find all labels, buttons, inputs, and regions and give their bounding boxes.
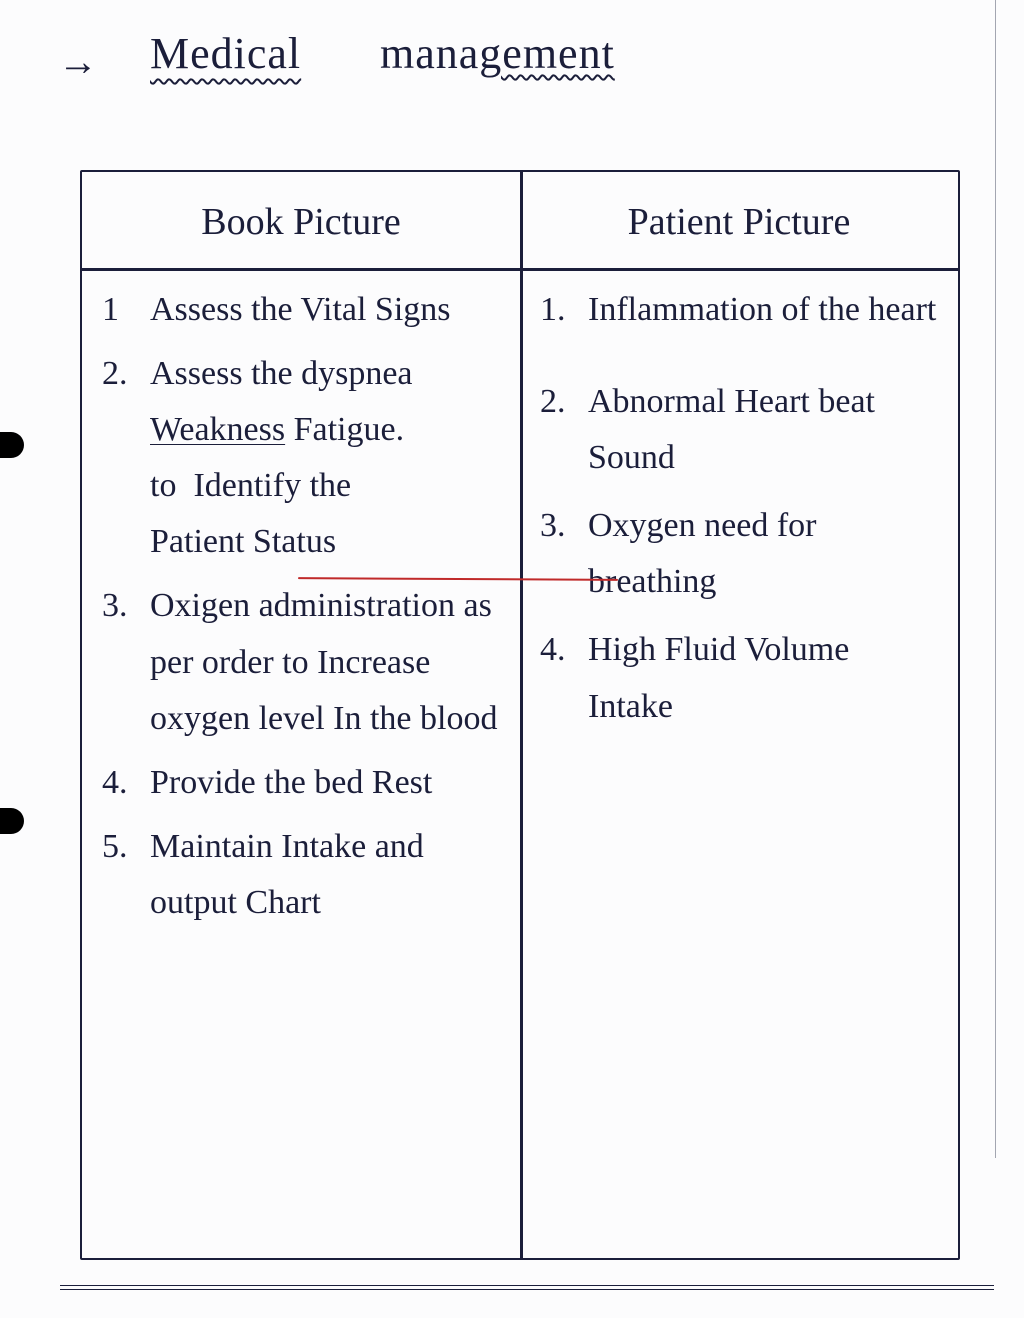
item-number: 5. [102,819,136,931]
item-text: Maintain Intake and output Chart [150,819,500,931]
table-body-right: 1. Inflammation of the heart 2. Abnormal… [520,268,958,1258]
item-number: 2. [540,374,574,486]
spacer [540,346,938,374]
page: → Medical management management Book Pic… [0,0,1024,1318]
heading-word-2-wavy: gement [479,29,615,78]
item-text: Inflammation of the heart [588,282,938,338]
item-text: Assess the dyspnea Weakness Fatigue. to … [150,346,500,570]
item-text: Assess the Vital Signs [150,282,500,338]
page-bottom-rule [60,1289,994,1291]
item-number: 1 [102,282,136,338]
heading-word-1-text: Medical [150,29,301,78]
item-text: Oxygen need for breathing [588,498,938,610]
heading-word-2-plain: mana [380,29,479,78]
right-margin-rule [995,0,997,1158]
table-body-left: 1 Assess the Vital Signs 2. Assess the d… [82,268,520,1258]
item-text: Provide the bed Rest [150,755,500,811]
list-item: 2. Abnormal Heart beat Sound [540,374,938,486]
item-number: 4. [540,622,574,734]
list-item: 4. High Fluid Volume Intake [540,622,938,734]
list-item: 4. Provide the bed Rest [102,755,500,811]
comparison-table: Book Picture Patient Picture 1 Assess th… [80,170,960,1260]
binder-hole-icon [0,808,24,834]
heading-word-1: Medical [150,28,301,79]
list-item: 5. Maintain Intake and output Chart [102,819,500,931]
item-number: 1. [540,282,574,338]
binder-hole-icon [0,432,24,458]
list-item: 2. Assess the dyspnea Weakness Fatigue. … [102,346,500,570]
item-number: 2. [102,346,136,570]
list-item: 1 Assess the Vital Signs [102,282,500,338]
item-text: Abnormal Heart beat Sound [588,374,938,486]
item-text: Oxigen administration as per order to In… [150,578,500,746]
list-item: 3. Oxygen need for breathing [540,498,938,610]
page-bottom-rule [60,1285,994,1287]
list-item: 1. Inflammation of the heart [540,282,938,338]
item-text: High Fluid Volume Intake [588,622,938,734]
list-item: 3. Oxigen administration as per order to… [102,578,500,746]
heading-word-2: management [380,28,615,79]
heading-arrow: → [58,38,98,85]
table-header-right: Patient Picture [520,172,958,268]
item-number: 4. [102,755,136,811]
item-number: 3. [102,578,136,746]
item-number: 3. [540,498,574,610]
table-header-left: Book Picture [82,172,520,268]
